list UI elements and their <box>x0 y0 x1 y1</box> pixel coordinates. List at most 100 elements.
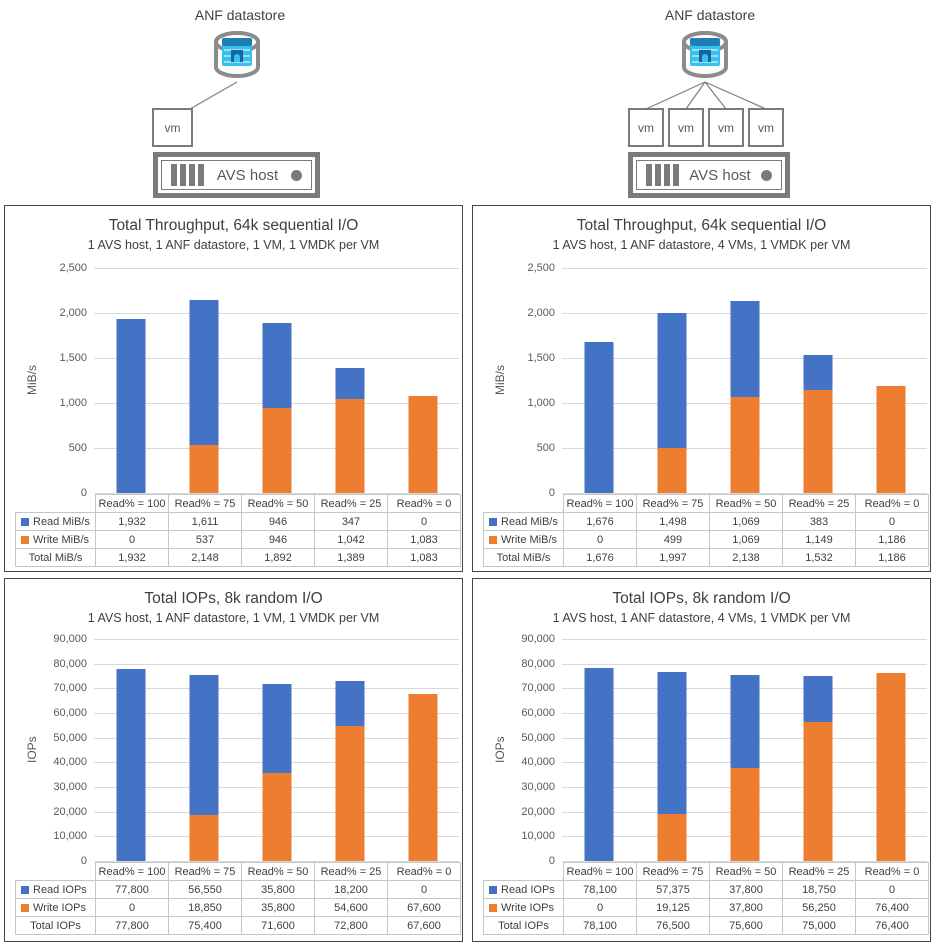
series-row-label: Write IOPs <box>483 898 564 917</box>
value-cell: 1,932 <box>95 512 169 531</box>
y-axis-tick-label: 1,000 <box>59 397 87 409</box>
value-cell: 0 <box>95 898 169 917</box>
chart-panel-iops-4vm: Total IOPs, 8k random I/O 1 AVS host, 1 … <box>472 578 931 942</box>
category-header: Read% = 75 <box>168 494 242 513</box>
bar-column <box>562 268 635 493</box>
Write IOPs-bar-segment <box>189 814 218 861</box>
anf-datastore-label: ANF datastore <box>664 7 756 23</box>
bar-column <box>854 639 927 861</box>
category-header: Read% = 0 <box>855 862 929 881</box>
gridline <box>94 861 459 862</box>
table-corner-blank <box>16 863 96 881</box>
chart-panel-iops-1vm: Total IOPs, 8k random I/O 1 AVS host, 1 … <box>4 578 463 942</box>
category-header: Read% = 25 <box>782 862 856 881</box>
y-axis-tick-label: 20,000 <box>521 805 555 818</box>
value-cell: 1,498 <box>636 512 710 531</box>
value-cell: 1,611 <box>168 512 242 531</box>
series-row-label: Write IOPs <box>15 898 96 917</box>
Write MiB/s-bar-segment <box>335 399 364 493</box>
value-cell: 57,375 <box>636 880 710 899</box>
category-header: Read% = 75 <box>168 862 242 881</box>
power-dot-icon <box>290 169 302 181</box>
total-value-cell: 75,400 <box>168 916 242 935</box>
bar-column <box>635 639 708 861</box>
y-axis-tick-label: 2,500 <box>527 262 555 274</box>
bar-column <box>167 268 240 493</box>
value-cell: 0 <box>855 512 929 531</box>
value-cell: 78,100 <box>563 880 637 899</box>
total-value-cell: 1,676 <box>563 548 637 567</box>
value-cell: 946 <box>241 530 315 549</box>
total-value-cell: 71,600 <box>241 916 315 935</box>
chart-title: Total Throughput, 64k sequential I/O <box>576 217 827 234</box>
y-axis-tick-label: 10,000 <box>521 830 555 843</box>
y-axis-tick-label: 80,000 <box>521 657 555 670</box>
total-value-cell: 78,100 <box>563 916 637 935</box>
Write MiB/s-bar-segment <box>803 389 832 493</box>
Read IOPs-bar-segment <box>657 672 686 814</box>
vm-box: vm <box>152 108 193 147</box>
value-cell: 946 <box>241 512 315 531</box>
y-axis-ticks: 0 500 1,000 1,500 2,000 2,500 <box>499 262 555 499</box>
vm-box: vm <box>748 108 784 147</box>
bar-column <box>635 268 708 493</box>
vm-box: vm <box>708 108 744 147</box>
anf-datastore-icon <box>214 31 260 78</box>
category-header: Read% = 25 <box>314 862 388 881</box>
y-axis-tick-label: 1,000 <box>527 397 555 409</box>
bar-column <box>708 639 781 861</box>
Read IOPs-bar-segment <box>335 681 364 727</box>
total-value-cell: 2,138 <box>709 548 783 567</box>
total-row-label: Total MiB/s <box>15 548 96 567</box>
y-axis-tick-label: 500 <box>68 442 87 454</box>
Read IOPs-bar-segment <box>262 684 291 773</box>
y-axis-tick-label: 0 <box>80 855 87 867</box>
value-cell: 1,042 <box>314 530 388 549</box>
value-cell: 76,400 <box>855 898 929 917</box>
category-header: Read% = 50 <box>709 494 783 513</box>
chart-data-table: Read% = 100 Read% = 75 Read% = 50 Read% = 2… <box>483 862 929 935</box>
value-cell: 1,186 <box>855 530 929 549</box>
value-cell: 0 <box>387 512 461 531</box>
vm-box: vm <box>628 108 664 147</box>
value-cell: 1,069 <box>709 530 783 549</box>
category-header: Read% = 25 <box>314 494 388 513</box>
bar-column <box>781 639 854 861</box>
y-axis-ticks: 0 500 1,000 1,500 2,000 2,500 <box>31 262 87 499</box>
chart-data-table: Read% = 100 Read% = 75 Read% = 50 Read% = 2… <box>15 862 461 935</box>
y-axis-tick-label: 0 <box>80 487 87 499</box>
value-cell: 1,676 <box>563 512 637 531</box>
Write IOPs-bar-segment <box>335 726 364 861</box>
category-header: Read% = 0 <box>855 494 929 513</box>
Read MiB/s-bar-segment <box>262 322 291 408</box>
y-axis-tick-label: 70,000 <box>53 682 87 695</box>
bar-column <box>708 268 781 493</box>
category-header: Read% = 75 <box>636 862 710 881</box>
chart-panel-throughput-4vm: Total Throughput, 64k sequential I/O 1 A… <box>472 205 931 572</box>
total-value-cell: 1,532 <box>782 548 856 567</box>
total-value-cell: 1,997 <box>636 548 710 567</box>
chart-panel-throughput-1vm: Total Throughput, 64k sequential I/O 1 A… <box>4 205 463 572</box>
total-value-cell: 1,083 <box>387 548 461 567</box>
y-axis-tick-label: 60,000 <box>521 707 555 719</box>
avs-host-label: AVS host <box>216 166 279 184</box>
bar-column <box>240 639 313 861</box>
legend-swatch <box>489 903 497 912</box>
series-row-label: Read IOPs <box>15 880 96 899</box>
Read IOPs-bar-segment <box>584 668 613 861</box>
bar-column <box>386 639 459 861</box>
value-cell: 1,083 <box>387 530 461 549</box>
bar-column <box>313 639 386 861</box>
value-cell: 37,800 <box>709 898 783 917</box>
chart-subtitle: 1 AVS host, 1 ANF datastore, 1 VM, 1 VMD… <box>87 611 380 625</box>
bar-column <box>854 268 927 493</box>
y-axis-tick-label: 50,000 <box>53 731 87 744</box>
y-axis-tick-label: 2,000 <box>59 307 87 319</box>
chart-subtitle: 1 AVS host, 1 ANF datastore, 4 VMs, 1 VM… <box>552 238 851 252</box>
category-header: Read% = 100 <box>95 862 169 881</box>
y-axis-tick-label: 70,000 <box>521 682 555 695</box>
value-cell: 1,149 <box>782 530 856 549</box>
total-value-cell: 75,600 <box>709 916 783 935</box>
total-value-cell: 2,148 <box>168 548 242 567</box>
y-axis-tick-label: 2,000 <box>527 307 555 319</box>
